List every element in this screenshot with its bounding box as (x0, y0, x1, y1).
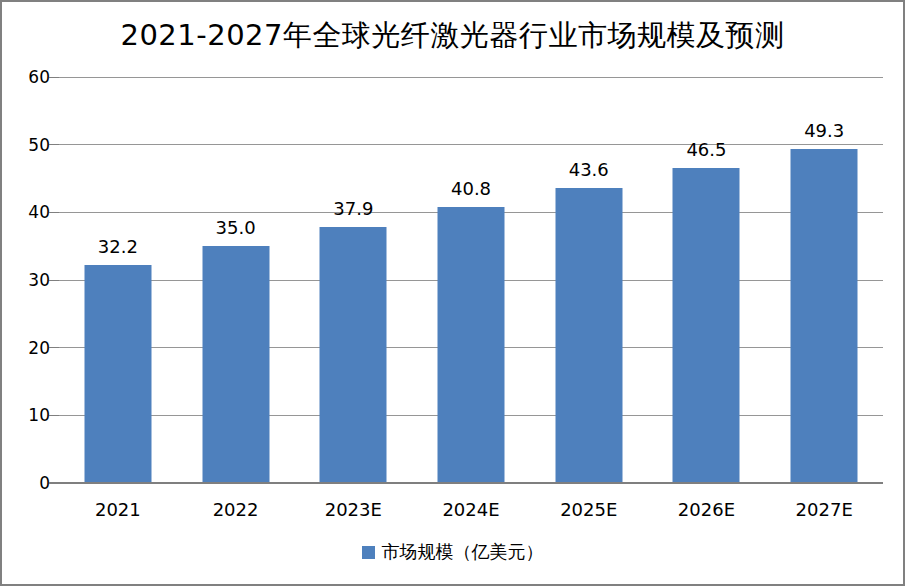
bar (438, 207, 505, 483)
chart-title: 2021-2027年全球光纤激光器行业市场规模及预测 (2, 16, 903, 56)
bar-slot: 37.9 (294, 77, 412, 483)
x-category-label: 2027E (765, 499, 883, 520)
bar-value-label: 46.5 (686, 141, 726, 159)
bar-value-label: 35.0 (216, 219, 256, 237)
x-category-label: 2025E (530, 499, 648, 520)
bar (320, 227, 387, 483)
bar-value-label: 43.6 (569, 161, 609, 179)
legend-marker-icon (362, 546, 375, 559)
x-category-label: 2026E (648, 499, 766, 520)
y-tick-mark (49, 144, 59, 145)
y-tick-mark (49, 77, 59, 78)
bar-value-label: 37.9 (333, 200, 373, 218)
plot-area: 32.2 35.0 37.9 40.8 43.6 46.5 49.3 (59, 77, 883, 483)
y-tick-mark (49, 347, 59, 348)
x-category-label: 2024E (412, 499, 530, 520)
y-tick-label: 50 (28, 136, 50, 153)
bar (673, 168, 740, 483)
bar (202, 246, 269, 483)
y-tick-label: 20 (28, 339, 50, 356)
bar-slot: 40.8 (412, 77, 530, 483)
bar-value-label: 49.3 (804, 122, 844, 140)
y-tick-label: 30 (28, 272, 50, 289)
bar (84, 265, 151, 483)
bar-slot: 32.2 (59, 77, 177, 483)
x-category-label: 2022 (177, 499, 295, 520)
bar-value-label: 32.2 (98, 238, 138, 256)
y-tick-label: 40 (28, 204, 50, 221)
bar-slot: 43.6 (530, 77, 648, 483)
bar (791, 149, 858, 483)
x-category-label: 2021 (59, 499, 177, 520)
x-axis-line (49, 482, 883, 484)
chart-frame: 2021-2027年全球光纤激光器行业市场规模及预测 0102030405060… (0, 0, 905, 586)
bar-slot: 35.0 (177, 77, 295, 483)
y-tick-mark (49, 280, 59, 281)
x-category-label: 2023E (294, 499, 412, 520)
x-axis-labels: 202120222023E2024E2025E2026E2027E (59, 499, 883, 520)
legend-label: 市场规模（亿美元） (382, 543, 544, 561)
bar-value-label: 40.8 (451, 180, 491, 198)
legend: 市场规模（亿美元） (2, 543, 903, 561)
y-tick-label: 10 (28, 407, 50, 424)
y-tick-mark (49, 212, 59, 213)
bar-slot: 46.5 (648, 77, 766, 483)
bar-series: 32.2 35.0 37.9 40.8 43.6 46.5 49.3 (59, 77, 883, 483)
bar (555, 188, 622, 483)
y-tick-label: 60 (28, 69, 50, 86)
y-tick-mark (49, 415, 59, 416)
y-axis: 0102030405060 (10, 77, 50, 483)
bar-slot: 49.3 (765, 77, 883, 483)
